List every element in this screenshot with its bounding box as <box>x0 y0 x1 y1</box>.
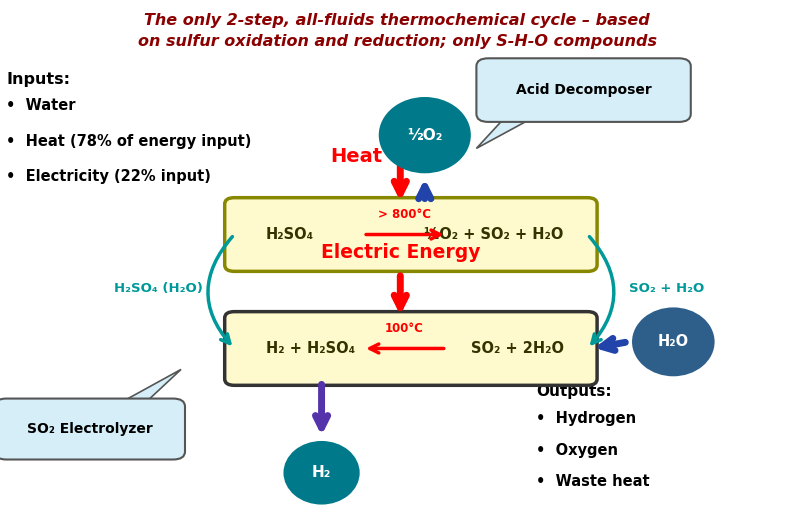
Text: Inputs:: Inputs: <box>6 72 71 86</box>
Text: ½O₂ + SO₂ + H₂O: ½O₂ + SO₂ + H₂O <box>424 227 564 242</box>
Text: •  Oxygen: • Oxygen <box>536 443 618 457</box>
Ellipse shape <box>283 441 360 505</box>
Ellipse shape <box>379 97 471 173</box>
Text: SO₂ + 2H₂O: SO₂ + 2H₂O <box>471 341 564 356</box>
Text: Heat: Heat <box>330 147 383 166</box>
Text: Electric Energy: Electric Energy <box>321 243 480 262</box>
Text: •  Electricity (22% input): • Electricity (22% input) <box>6 169 211 184</box>
Text: H₂SO₄ (H₂O): H₂SO₄ (H₂O) <box>114 282 203 295</box>
Polygon shape <box>476 114 540 148</box>
Text: •  Water: • Water <box>6 98 76 113</box>
Text: Outputs:: Outputs: <box>536 384 611 399</box>
FancyBboxPatch shape <box>225 198 597 271</box>
FancyBboxPatch shape <box>225 312 597 385</box>
Text: H₂O: H₂O <box>657 334 689 349</box>
Text: •  Hydrogen: • Hydrogen <box>536 411 636 426</box>
Text: •  Waste heat: • Waste heat <box>536 474 649 489</box>
Polygon shape <box>114 369 181 407</box>
FancyArrowPatch shape <box>589 236 614 343</box>
Text: ½O₂: ½O₂ <box>407 128 442 143</box>
Text: Acid Decomposer: Acid Decomposer <box>516 83 651 97</box>
FancyArrowPatch shape <box>208 236 233 343</box>
FancyBboxPatch shape <box>476 58 691 122</box>
Text: H₂SO₄: H₂SO₄ <box>266 227 314 242</box>
Text: 100°C: 100°C <box>385 322 424 335</box>
Text: SO₂ Electrolyzer: SO₂ Electrolyzer <box>27 422 152 436</box>
Text: > 800°C: > 800°C <box>378 208 431 222</box>
Text: SO₂ + H₂O: SO₂ + H₂O <box>630 282 704 295</box>
Text: The only 2-step, all-fluids thermochemical cycle – based: The only 2-step, all-fluids thermochemic… <box>145 13 649 28</box>
Text: •  Heat (78% of energy input): • Heat (78% of energy input) <box>6 134 252 148</box>
Text: on sulfur oxidation and reduction; only S-H-O compounds: on sulfur oxidation and reduction; only … <box>137 34 657 49</box>
Text: H₂: H₂ <box>312 465 331 480</box>
FancyBboxPatch shape <box>0 399 185 460</box>
Ellipse shape <box>632 307 715 376</box>
Text: H₂ + H₂SO₄: H₂ + H₂SO₄ <box>266 341 355 356</box>
